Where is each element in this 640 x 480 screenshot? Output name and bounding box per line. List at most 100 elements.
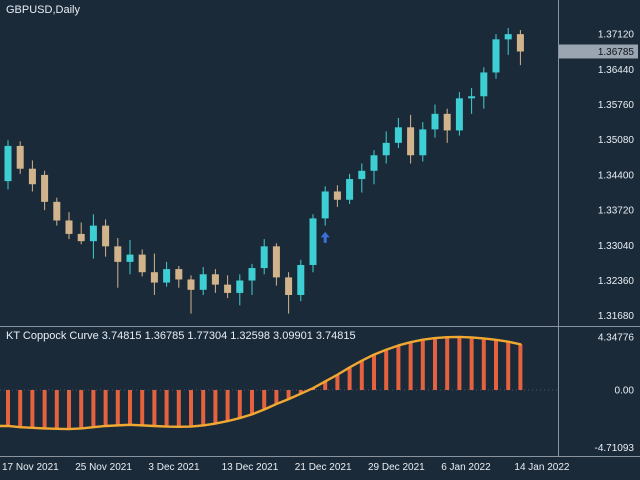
candle-body	[443, 113, 451, 131]
time-axis-label[interactable]: 17 Nov 2021	[2, 462, 59, 473]
coppock-histogram-bar	[164, 390, 169, 427]
candle-body	[370, 155, 378, 171]
price-axis-label[interactable]: 1.33720	[598, 206, 635, 217]
candle-body	[41, 174, 49, 202]
time-axis-label[interactable]: 13 Dec 2021	[222, 462, 279, 473]
candle-body	[248, 268, 256, 281]
candle-body	[346, 179, 354, 200]
candle-body	[285, 277, 293, 295]
candle-body	[199, 274, 207, 290]
coppock-histogram-bar	[494, 339, 498, 390]
candle-body	[394, 127, 402, 143]
time-axis-label[interactable]: 21 Dec 2021	[295, 462, 352, 473]
coppock-histogram-bar	[91, 390, 96, 428]
candle-body	[272, 246, 280, 278]
price-axis-label[interactable]: 1.34400	[598, 170, 635, 181]
coppock-histogram-bar	[445, 337, 450, 390]
candle-body	[492, 39, 500, 73]
coppock-histogram-bar	[372, 354, 376, 390]
price-axis-label[interactable]: 1.37120	[598, 30, 635, 41]
coppock-histogram-bar	[433, 338, 437, 390]
coppock-histogram-bar	[396, 345, 401, 390]
coppock-histogram-bar	[274, 390, 279, 405]
time-axis-label[interactable]: 6 Jan 2022	[441, 462, 491, 473]
indicator-axis-label[interactable]: -4.71093	[595, 443, 635, 454]
coppock-histogram-bar	[67, 390, 71, 430]
coppock-histogram-bar	[469, 337, 474, 390]
candle-body	[16, 145, 24, 169]
indicator-axis-label[interactable]: 0.00	[615, 386, 635, 397]
candle-body	[309, 218, 317, 265]
time-axis-label[interactable]: 25 Nov 2021	[75, 462, 132, 473]
coppock-histogram-bar	[6, 390, 10, 426]
time-axis-label[interactable]: 3 Dec 2021	[148, 462, 200, 473]
coppock-histogram-bar	[79, 390, 84, 429]
candle-body	[297, 264, 305, 295]
coppock-histogram-bar	[408, 342, 413, 390]
current-price-tag-label: 1.36785	[598, 47, 635, 58]
buy-signal-arrow-icon	[320, 231, 330, 243]
coppock-histogram-bar	[262, 390, 267, 410]
coppock-histogram-bar	[201, 390, 206, 426]
candle-body	[333, 191, 341, 200]
price-axis-label[interactable]: 1.32360	[598, 276, 635, 287]
price-axis-label[interactable]: 1.33040	[598, 241, 635, 252]
coppock-histogram-bar	[30, 390, 35, 428]
indicator-axis-label[interactable]: 4.34776	[598, 332, 635, 343]
coppock-histogram-bar	[42, 390, 47, 429]
candle-body	[321, 191, 329, 219]
price-axis-label[interactable]: 1.35080	[598, 135, 635, 146]
coppock-histogram-bar	[420, 339, 425, 390]
price-axis-label[interactable]: 1.31680	[598, 311, 635, 322]
candle-body	[126, 254, 134, 262]
coppock-histogram-bar	[298, 390, 303, 394]
coppock-histogram-bar	[176, 390, 181, 427]
candle-body	[382, 142, 390, 156]
coppock-histogram-bar	[115, 390, 120, 426]
price-axis-label[interactable]: 1.35760	[598, 100, 635, 111]
candle-body	[53, 201, 61, 221]
candle-body	[358, 170, 366, 180]
candle-body	[455, 98, 463, 131]
coppock-histogram-bar	[140, 390, 145, 426]
coppock-histogram-bar	[323, 381, 328, 390]
candle-body	[480, 72, 488, 97]
coppock-histogram-bar	[518, 344, 523, 390]
coppock-histogram-bar	[54, 390, 59, 429]
candle-body	[516, 34, 524, 52]
candle-body	[4, 145, 12, 182]
candle-body	[431, 113, 439, 130]
coppock-histogram-bar	[384, 349, 389, 390]
coppock-histogram-bar	[152, 390, 157, 426]
candle-body	[175, 269, 183, 280]
candle-body	[260, 246, 268, 269]
candle-body	[419, 129, 427, 156]
coppock-histogram-bar	[286, 390, 291, 400]
current-price-tag	[559, 44, 638, 59]
candle-body	[89, 225, 97, 242]
coppock-histogram-bar	[18, 390, 23, 428]
price-axis-label[interactable]: 1.36440	[598, 65, 635, 76]
coppock-histogram-bar	[347, 367, 352, 390]
time-axis-label[interactable]: 14 Jan 2022	[514, 462, 569, 473]
candle-body	[187, 279, 195, 290]
coppock-histogram-bar	[335, 374, 340, 390]
candle-body	[211, 274, 219, 285]
candle-body	[407, 127, 415, 156]
coppock-histogram-bar	[250, 390, 254, 415]
candle-body	[150, 272, 158, 283]
coppock-histogram-bar	[128, 390, 132, 425]
candle-body	[468, 96, 476, 99]
coppock-histogram-bar	[481, 338, 486, 390]
coppock-histogram-bar	[225, 390, 230, 422]
coppock-histogram-bar	[359, 360, 364, 390]
coppock-histogram-bar	[103, 390, 108, 426]
time-axis-label[interactable]: 29 Dec 2021	[368, 462, 425, 473]
candle-body	[65, 220, 73, 234]
coppock-histogram-bar	[457, 336, 462, 390]
coppock-histogram-bar	[506, 341, 511, 390]
coppock-histogram-bar	[189, 390, 193, 427]
candle-body	[114, 246, 122, 262]
